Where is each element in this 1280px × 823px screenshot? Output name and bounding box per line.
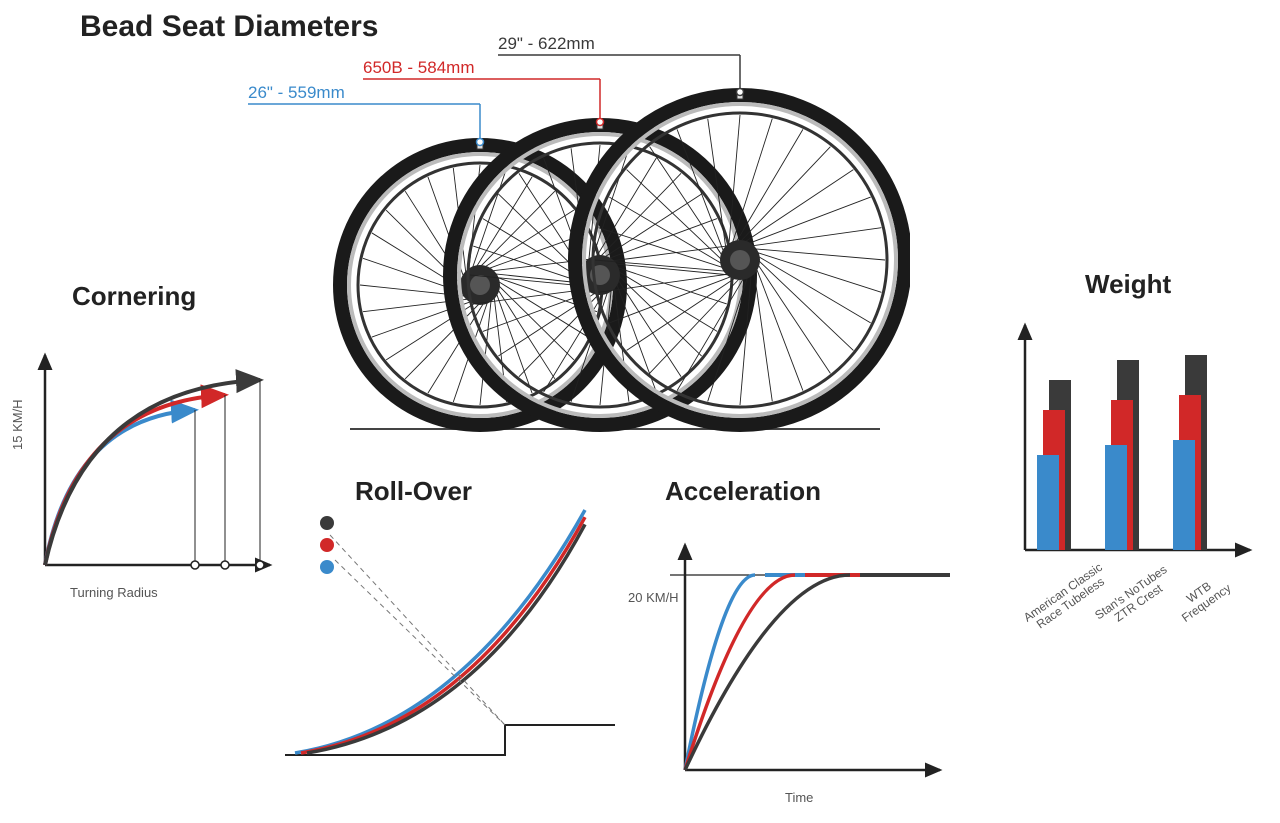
label-650b: 650B - 584mm	[363, 58, 475, 78]
main-title: Bead Seat Diameters	[80, 10, 378, 44]
weight-chart	[1000, 310, 1260, 560]
rollover-title: Roll-Over	[355, 476, 472, 507]
acceleration-title: Acceleration	[665, 476, 821, 507]
cornering-y-label: 15 KM/H	[10, 399, 25, 450]
acceleration-chart	[640, 525, 950, 785]
wheels-diagram	[230, 45, 910, 445]
weight-title: Weight	[1085, 269, 1171, 300]
cornering-title: Cornering	[72, 281, 196, 312]
cornering-x-label: Turning Radius	[70, 585, 158, 600]
cornering-chart	[20, 335, 280, 580]
label-29: 29" - 622mm	[498, 34, 595, 54]
accel-x-label: Time	[785, 790, 813, 805]
label-26: 26" - 559mm	[248, 83, 345, 103]
rollover-chart	[285, 505, 625, 785]
accel-y-label: 20 KM/H	[628, 590, 679, 605]
